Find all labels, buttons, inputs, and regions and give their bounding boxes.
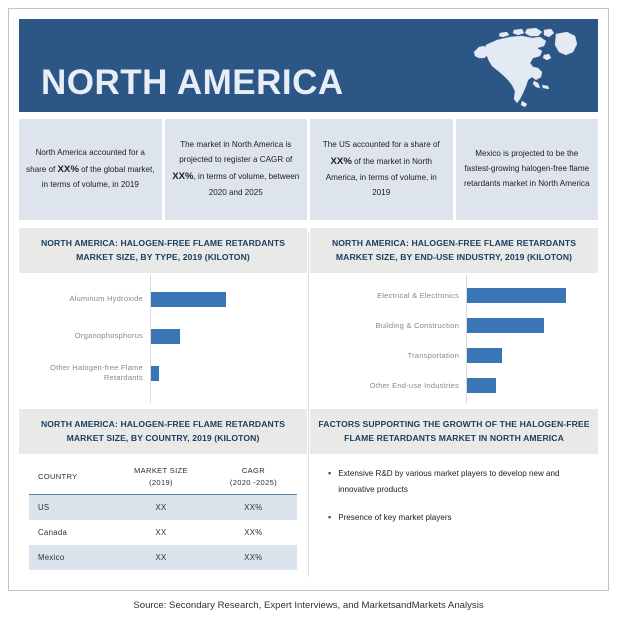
panel-title-by-type: NORTH AMERICA: HALOGEN-FREE FLAME RETARD… (19, 228, 307, 274)
info-box-us-share: The US accounted for a share of XX% of t… (310, 119, 453, 220)
bar-track (466, 281, 598, 310)
country-table: COUNTRY MARKET SIZE (2019) CAGR (2020 -2… (29, 460, 297, 571)
info-highlight-value: XX% (57, 163, 79, 175)
info-box-region-cagr: The market in North America is projected… (164, 119, 307, 220)
cell-country: US (29, 494, 113, 521)
bar-label: Other End-use Industries (369, 380, 459, 390)
page-title: NORTH AMERICA (41, 63, 344, 102)
info-text-before: The market in North America is projected… (179, 140, 293, 165)
bar-label: Organophosphorus (74, 331, 143, 341)
bar-label: Aluminum Hydroxide (69, 294, 143, 304)
info-box-text: The US accounted for a share of XX% of t… (316, 138, 447, 201)
bar-chart-by-end-use-industry: Electrical & Electronics Building & Cons… (310, 273, 598, 404)
cell-market-size: XX (155, 528, 167, 538)
chart-axis-line (466, 275, 467, 404)
bar (466, 288, 566, 304)
table-header-row: COUNTRY MARKET SIZE (2019) CAGR (2020 -2… (29, 460, 297, 496)
bar-track (466, 311, 598, 340)
column-header-cagr-line2: (2020 -2025) (229, 477, 277, 487)
panel-title-factors: FACTORS SUPPORTING THE GROWTH OF THE HAL… (310, 409, 598, 455)
info-text-after: , in terms of volume, between 2020 and 2… (193, 172, 300, 197)
bar-row: Transportation (310, 341, 598, 370)
growth-factors-list: ▪ Extensive R&D by various market player… (310, 454, 598, 525)
bullet-icon: ▪ (328, 512, 332, 523)
info-box-region-share: North America accounted for a share of X… (19, 119, 162, 220)
chart-axis-line (150, 275, 151, 404)
bar-chart-by-type: Aluminum Hydroxide Organophosphorus Othe… (19, 273, 307, 404)
info-text-after: of the market in North America, in terms… (325, 157, 437, 197)
info-box-text: North America accounted for a share of X… (25, 146, 156, 194)
column-header-market-size-line2: (2019) (149, 477, 173, 487)
info-text-before: North America accounted for a share of (26, 147, 145, 174)
bar-label: Transportation (407, 350, 459, 360)
column-header-cagr-line1: CAGR (241, 466, 265, 476)
cell-country: Canada (38, 528, 68, 538)
bar-track (150, 318, 307, 354)
cell-cagr: XX% (209, 545, 297, 571)
info-highlight-value: XX% (330, 156, 352, 168)
panel-growth-factors: FACTORS SUPPORTING THE GROWTH OF THE HAL… (310, 409, 598, 581)
bar-row: Aluminum Hydroxide (19, 281, 307, 317)
panel-market-size-by-country: NORTH AMERICA: HALOGEN-FREE FLAME RETARD… (19, 409, 307, 581)
bar-track (150, 281, 307, 317)
bar-row: Other Halogen-free Flame Retardants (19, 355, 307, 391)
cell-market-size: XX (112, 494, 210, 521)
north-america-map-icon (470, 25, 586, 109)
info-box-text: Mexico is projected to be the fastest-gr… (462, 147, 593, 192)
bar (150, 291, 226, 307)
panel-title-by-end-use: NORTH AMERICA: HALOGEN-FREE FLAME RETARD… (310, 228, 598, 274)
bar-row: Other End-use Industries (310, 371, 598, 400)
info-text-before: The US accounted for a share of (322, 140, 440, 150)
list-item: ▪ Presence of key market players (328, 510, 584, 525)
header-banner: NORTH AMERICA (19, 19, 598, 112)
bar (150, 365, 159, 381)
bar-label: Building & Construction (375, 320, 459, 330)
info-text-after: of the global market, in terms of volume… (41, 164, 155, 190)
source-note: Source: Secondary Research, Expert Inter… (133, 600, 484, 611)
bar-track (466, 341, 598, 370)
country-table-head: COUNTRY MARKET SIZE (2019) CAGR (2020 -2… (29, 460, 297, 496)
table-row: US XX XX% (29, 494, 297, 521)
table-row: Mexico XX XX% (29, 545, 297, 571)
bar-label: Electrical & Electronics (376, 290, 459, 300)
country-table-body: US XX XX% Canada XX XX% Mexico XX XX% (29, 494, 297, 571)
column-header-cagr: CAGR (2020 -2025) (209, 460, 297, 496)
panel-title-by-country: NORTH AMERICA: HALOGEN-FREE FLAME RETARD… (19, 409, 307, 455)
column-divider (308, 232, 309, 577)
column-header-market-size: MARKET SIZE (2019) (112, 460, 210, 496)
factor-text: Extensive R&D by various market players … (338, 469, 560, 494)
bullet-icon: ▪ (328, 468, 332, 479)
table-row: Canada XX XX% (29, 520, 297, 545)
bar (466, 348, 502, 364)
info-box-mexico-fastest: Mexico is projected to be the fastest-gr… (455, 119, 598, 220)
bar-row: Organophosphorus (19, 318, 307, 354)
panel-market-size-by-type: NORTH AMERICA: HALOGEN-FREE FLAME RETARD… (19, 228, 307, 405)
bar-row: Electrical & Electronics (310, 281, 598, 310)
cell-country: Mexico (29, 545, 113, 571)
column-header-market-size-line1: MARKET SIZE (134, 466, 188, 476)
cell-cagr: XX% (209, 494, 297, 521)
factor-text: Presence of key market players (338, 513, 452, 523)
bar-label: Other Halogen-free Flame Retardants (49, 363, 143, 383)
bar-track (466, 371, 598, 400)
key-stats-row: North America accounted for a share of X… (19, 119, 598, 220)
bar (466, 378, 496, 394)
cell-cagr: XX% (244, 528, 263, 538)
bar-row: Building & Construction (310, 311, 598, 340)
info-highlight-value: XX% (172, 171, 194, 183)
info-box-text: The market in North America is projected… (171, 138, 302, 201)
cell-market-size: XX (112, 545, 210, 571)
info-text-before: Mexico is projected to be the fastest-gr… (463, 149, 590, 188)
bar-track (150, 355, 307, 391)
panel-market-size-by-end-use-industry: NORTH AMERICA: HALOGEN-FREE FLAME RETARD… (310, 228, 598, 405)
column-header-country: COUNTRY (29, 460, 113, 496)
bar (150, 328, 180, 344)
country-table-wrap: COUNTRY MARKET SIZE (2019) CAGR (2020 -2… (19, 454, 307, 571)
list-item: ▪ Extensive R&D by various market player… (328, 466, 584, 497)
bar (466, 318, 544, 334)
